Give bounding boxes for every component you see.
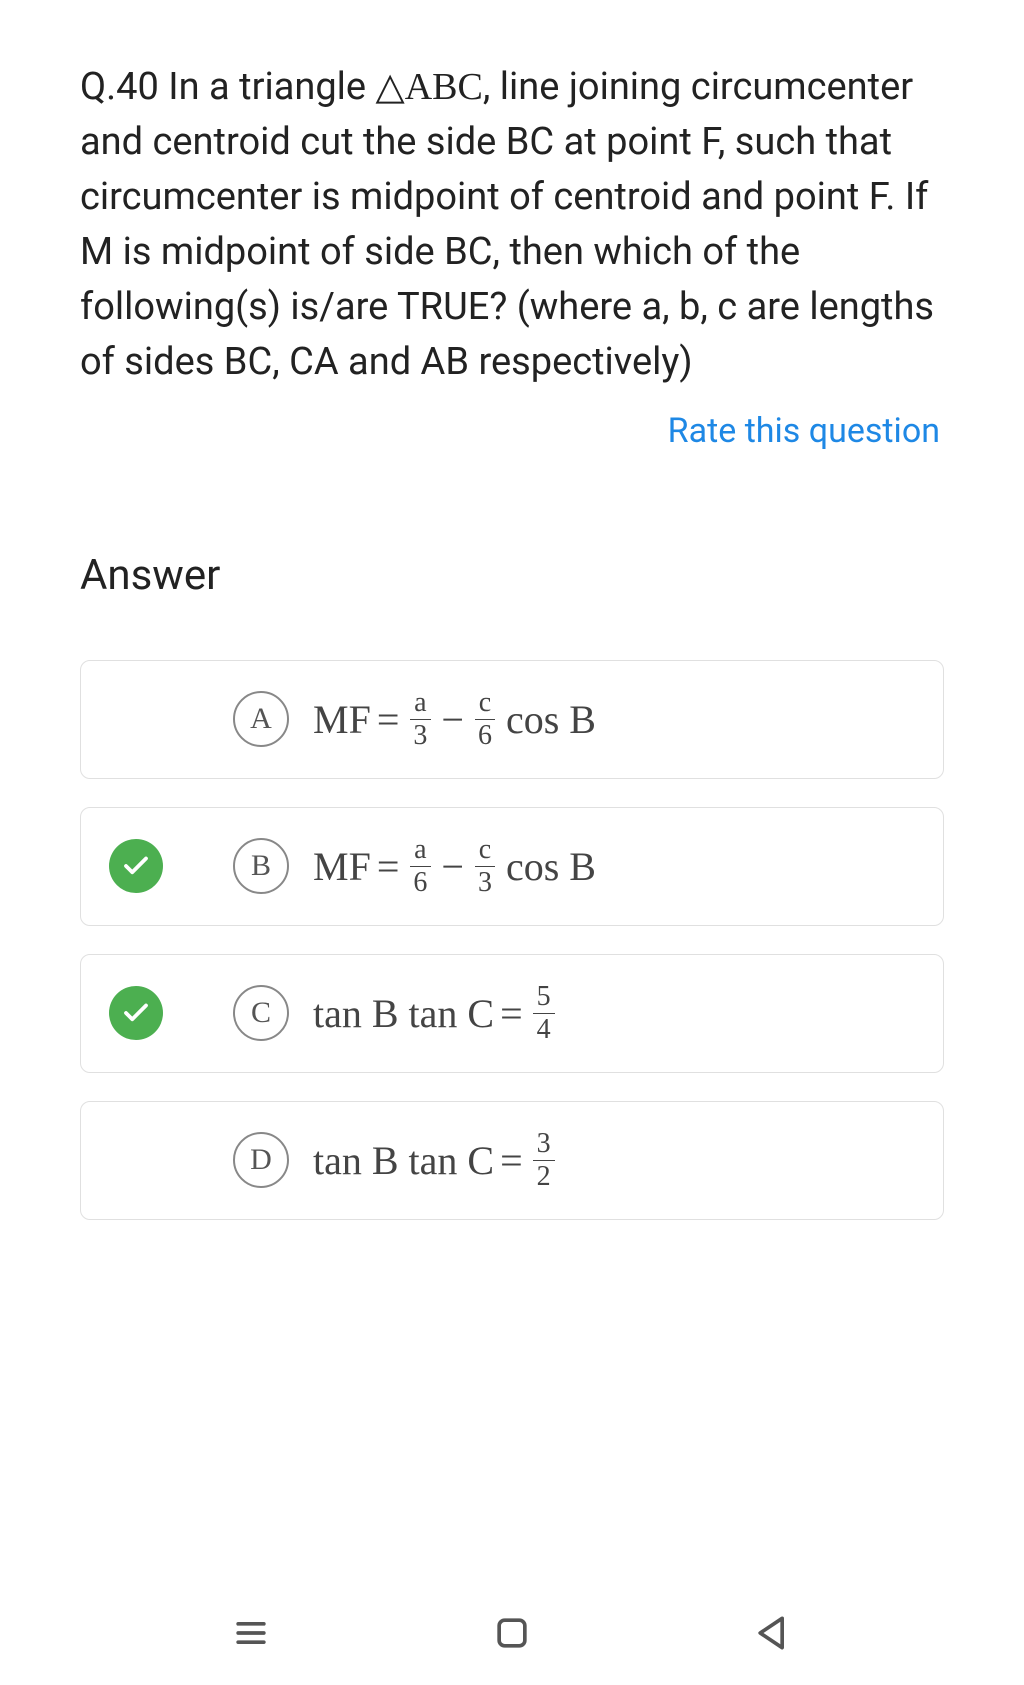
option-b[interactable]: B MF = a6 − c3 cos B: [80, 807, 944, 926]
option-d[interactable]: D tan B tan C = 32: [80, 1101, 944, 1220]
home-button[interactable]: [490, 1611, 534, 1655]
question-prefix: Q.40 In a triangle: [80, 65, 376, 109]
answer-heading: Answer: [80, 551, 944, 600]
option-inner: C tan B tan C = 54: [163, 983, 923, 1044]
back-button[interactable]: [751, 1611, 795, 1655]
check-icon: [121, 998, 151, 1028]
correct-badge-b: [109, 839, 163, 893]
option-letter-d: D: [233, 1132, 289, 1188]
option-formula-d: tan B tan C = 32: [313, 1130, 559, 1191]
check-icon: [121, 851, 151, 881]
recent-apps-button[interactable]: [229, 1611, 273, 1655]
option-a[interactable]: A MF = a3 − c6 cos B: [80, 660, 944, 779]
rate-question-link[interactable]: Rate this question: [80, 411, 944, 451]
option-inner: D tan B tan C = 32: [163, 1130, 923, 1191]
option-letter-a: A: [233, 691, 289, 747]
question-text: Q.40 In a triangle △ABC, line joining ci…: [80, 60, 944, 391]
option-formula-b: MF = a6 − c3 cos B: [313, 836, 596, 897]
triangle-symbol: △ABC: [376, 66, 483, 108]
option-inner: B MF = a6 − c3 cos B: [163, 836, 923, 897]
android-nav-bar: [0, 1611, 1024, 1655]
option-formula-a: MF = a3 − c6 cos B: [313, 689, 596, 750]
option-formula-c: tan B tan C = 54: [313, 983, 559, 1044]
menu-icon: [229, 1611, 273, 1655]
option-c[interactable]: C tan B tan C = 54: [80, 954, 944, 1073]
option-letter-c: C: [233, 985, 289, 1041]
question-container: Q.40 In a triangle △ABC, line joining ci…: [0, 0, 1024, 1220]
option-inner: A MF = a3 − c6 cos B: [163, 689, 923, 750]
question-body: , line joining circumcenter and centroid…: [80, 65, 934, 384]
triangle-back-icon: [751, 1611, 795, 1655]
square-icon: [490, 1611, 534, 1655]
correct-badge-c: [109, 986, 163, 1040]
option-letter-b: B: [233, 838, 289, 894]
